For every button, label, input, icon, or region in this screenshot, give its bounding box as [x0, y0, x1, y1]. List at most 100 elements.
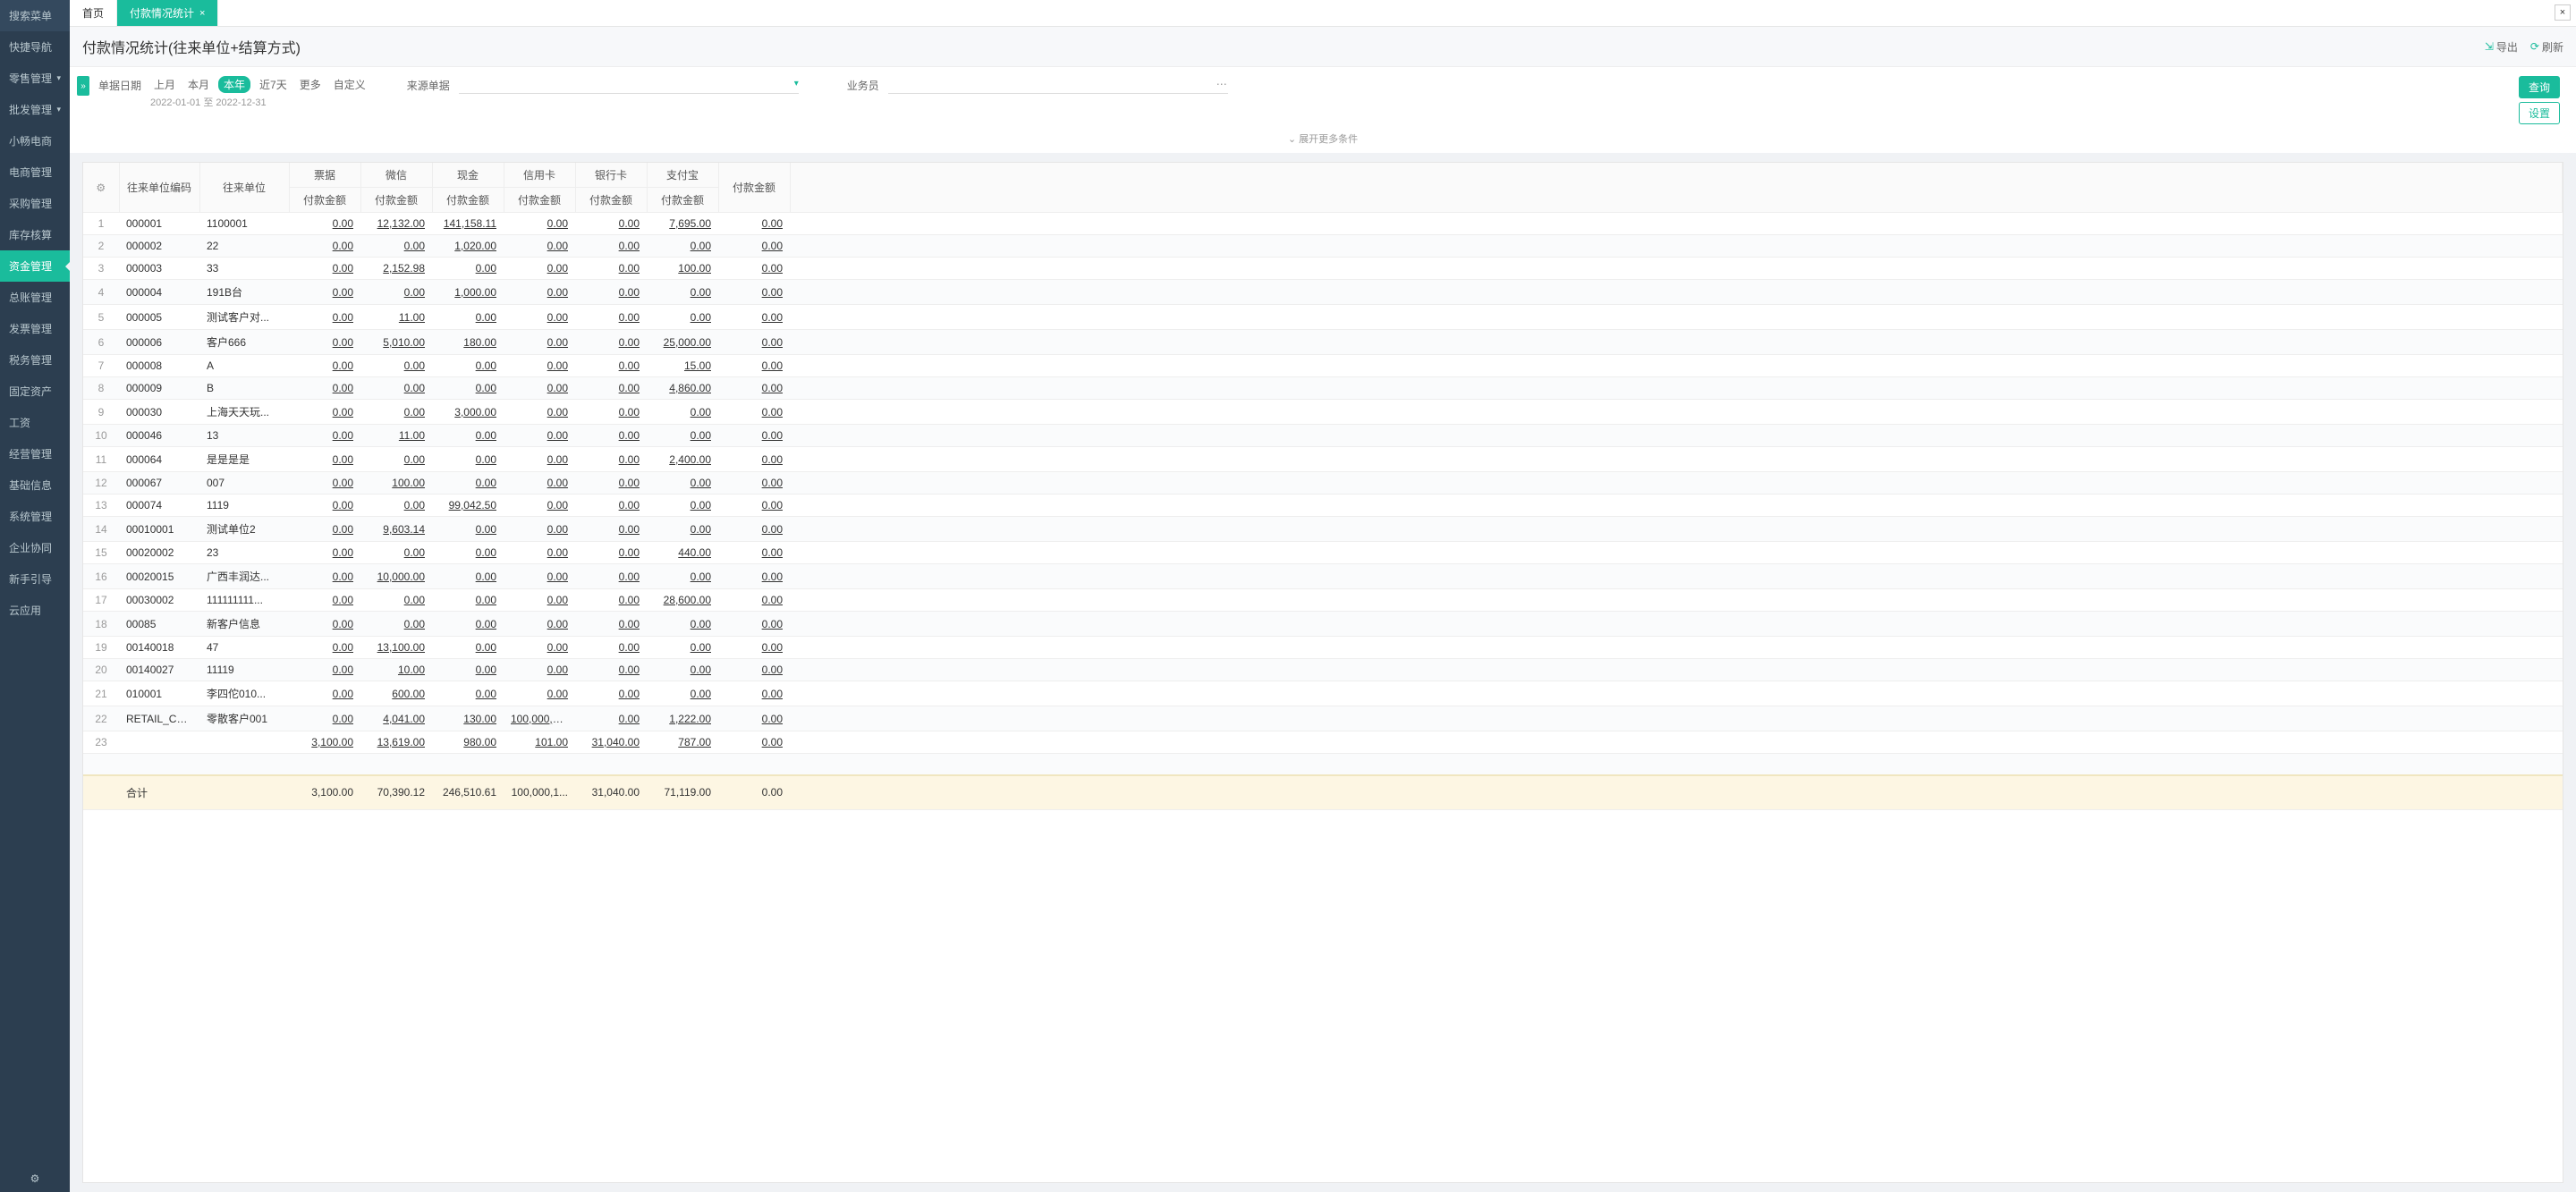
- amount-link[interactable]: 0.00: [333, 453, 353, 466]
- amount-link[interactable]: 0.00: [691, 618, 711, 630]
- amount-link[interactable]: 0.00: [762, 618, 783, 630]
- amount-link[interactable]: 0.00: [762, 664, 783, 676]
- amount-link[interactable]: 0.00: [619, 664, 640, 676]
- amount-link[interactable]: 0.00: [762, 713, 783, 725]
- export-button[interactable]: ⇲ 导出: [2485, 39, 2518, 55]
- amount-link[interactable]: 0.00: [691, 523, 711, 536]
- amount-link[interactable]: 4,041.00: [383, 713, 425, 725]
- amount-link[interactable]: 0.00: [691, 240, 711, 252]
- amount-link[interactable]: 2,400.00: [669, 453, 711, 466]
- table-row[interactable]: 11000064是是是是0.000.000.000.000.002,400.00…: [83, 447, 2563, 472]
- amount-link[interactable]: 4,860.00: [669, 382, 711, 394]
- sidebar-item-5[interactable]: 电商管理: [0, 156, 70, 188]
- table-row[interactable]: 1500020002230.000.000.000.000.00440.000.…: [83, 542, 2563, 564]
- amount-link[interactable]: 0.00: [762, 311, 783, 324]
- amount-link[interactable]: 0.00: [404, 499, 425, 511]
- amount-link[interactable]: 0.00: [619, 406, 640, 418]
- amount-link[interactable]: 0.00: [762, 240, 783, 252]
- amount-link[interactable]: 0.00: [547, 688, 568, 700]
- amount-link[interactable]: 0.00: [333, 336, 353, 349]
- sidebar-item-17[interactable]: 企业协同: [0, 532, 70, 563]
- amount-link[interactable]: 180.00: [463, 336, 496, 349]
- amount-link[interactable]: 0.00: [619, 336, 640, 349]
- amount-link[interactable]: 25,000.00: [664, 336, 711, 349]
- amount-link[interactable]: 101.00: [535, 736, 568, 748]
- amount-link[interactable]: 10,000.00: [377, 571, 425, 583]
- amount-link[interactable]: 0.00: [762, 262, 783, 275]
- amount-link[interactable]: 0.00: [404, 594, 425, 606]
- tab-1[interactable]: 付款情况统计×: [117, 0, 218, 26]
- amount-link[interactable]: 0.00: [333, 262, 353, 275]
- table-row[interactable]: 5000005测试客户对...0.0011.000.000.000.000.00…: [83, 305, 2563, 330]
- table-row[interactable]: 1300007411190.000.0099,042.500.000.000.0…: [83, 495, 2563, 517]
- amount-link[interactable]: 0.00: [476, 594, 496, 606]
- amount-link[interactable]: 0.00: [476, 382, 496, 394]
- amount-link[interactable]: 0.00: [762, 546, 783, 559]
- table-row[interactable]: 100000111000010.0012,132.00141,158.110.0…: [83, 213, 2563, 235]
- amount-link[interactable]: 0.00: [333, 477, 353, 489]
- amount-link[interactable]: 0.00: [762, 571, 783, 583]
- sidebar-item-19[interactable]: 云应用: [0, 595, 70, 626]
- amount-link[interactable]: 0.00: [762, 453, 783, 466]
- amount-link[interactable]: 0.00: [333, 546, 353, 559]
- amount-link[interactable]: 0.00: [333, 359, 353, 372]
- amount-link[interactable]: 0.00: [476, 641, 496, 654]
- amount-link[interactable]: 0.00: [333, 618, 353, 630]
- amount-link[interactable]: 0.00: [762, 641, 783, 654]
- amount-link[interactable]: 0.00: [547, 240, 568, 252]
- amount-link[interactable]: 0.00: [333, 406, 353, 418]
- amount-link[interactable]: 0.00: [404, 546, 425, 559]
- sidebar-item-6[interactable]: 采购管理: [0, 188, 70, 219]
- amount-link[interactable]: 0.00: [619, 499, 640, 511]
- amount-link[interactable]: 0.00: [476, 664, 496, 676]
- table-row[interactable]: 9000030上海天天玩...0.000.003,000.000.000.000…: [83, 400, 2563, 425]
- sidebar-item-18[interactable]: 新手引导: [0, 563, 70, 595]
- date-option-3[interactable]: 近7天: [256, 76, 291, 93]
- amount-link[interactable]: 0.00: [476, 618, 496, 630]
- table-row[interactable]: 1600020015广西丰润达...0.0010,000.000.000.000…: [83, 564, 2563, 589]
- table-row[interactable]: 1900140018470.0013,100.000.000.000.000.0…: [83, 637, 2563, 659]
- amount-link[interactable]: 0.00: [547, 406, 568, 418]
- amount-link[interactable]: 0.00: [691, 499, 711, 511]
- salesperson-input[interactable]: [888, 76, 1228, 94]
- amount-link[interactable]: 0.00: [762, 736, 783, 748]
- amount-link[interactable]: 0.00: [762, 594, 783, 606]
- amount-link[interactable]: 15.00: [684, 359, 711, 372]
- sidebar-item-8[interactable]: 资金管理: [0, 250, 70, 282]
- chevron-down-icon[interactable]: ▾: [794, 79, 799, 89]
- amount-link[interactable]: 141,158.11: [444, 217, 496, 230]
- amount-link[interactable]: 0.00: [547, 286, 568, 299]
- amount-link[interactable]: 440.00: [678, 546, 711, 559]
- date-option-1[interactable]: 本月: [184, 76, 213, 93]
- amount-link[interactable]: 0.00: [619, 429, 640, 442]
- amount-link[interactable]: 0.00: [333, 641, 353, 654]
- amount-link[interactable]: 0.00: [547, 311, 568, 324]
- close-icon[interactable]: ×: [199, 8, 205, 19]
- sidebar-item-11[interactable]: 税务管理: [0, 344, 70, 376]
- date-option-0[interactable]: 上月: [150, 76, 179, 93]
- amount-link[interactable]: 0.00: [547, 664, 568, 676]
- sidebar-item-9[interactable]: 总账管理: [0, 282, 70, 313]
- amount-link[interactable]: 0.00: [691, 311, 711, 324]
- table-row[interactable]: 1700030002111111111...0.000.000.000.000.…: [83, 589, 2563, 612]
- gear-icon[interactable]: ⚙: [96, 182, 106, 194]
- amount-link[interactable]: 0.00: [547, 571, 568, 583]
- amount-link[interactable]: 0.00: [762, 688, 783, 700]
- amount-link[interactable]: 0.00: [333, 217, 353, 230]
- amount-link[interactable]: 0.00: [691, 286, 711, 299]
- table-row[interactable]: 2000140027111190.0010.000.000.000.000.00…: [83, 659, 2563, 681]
- amount-link[interactable]: 0.00: [404, 406, 425, 418]
- table-row[interactable]: 21010001李四佗010...0.00600.000.000.000.000…: [83, 681, 2563, 706]
- close-all-tabs-button[interactable]: ×: [2555, 4, 2571, 21]
- amount-link[interactable]: 0.00: [547, 336, 568, 349]
- amount-link[interactable]: 11.00: [399, 429, 425, 442]
- sidebar-item-7[interactable]: 库存核算: [0, 219, 70, 250]
- amount-link[interactable]: 0.00: [404, 240, 425, 252]
- amount-link[interactable]: 0.00: [333, 382, 353, 394]
- amount-link[interactable]: 0.00: [547, 453, 568, 466]
- amount-link[interactable]: 0.00: [547, 594, 568, 606]
- amount-link[interactable]: 0.00: [404, 618, 425, 630]
- amount-link[interactable]: 0.00: [547, 382, 568, 394]
- amount-link[interactable]: 2,152.98: [383, 262, 425, 275]
- amount-link[interactable]: 0.00: [547, 499, 568, 511]
